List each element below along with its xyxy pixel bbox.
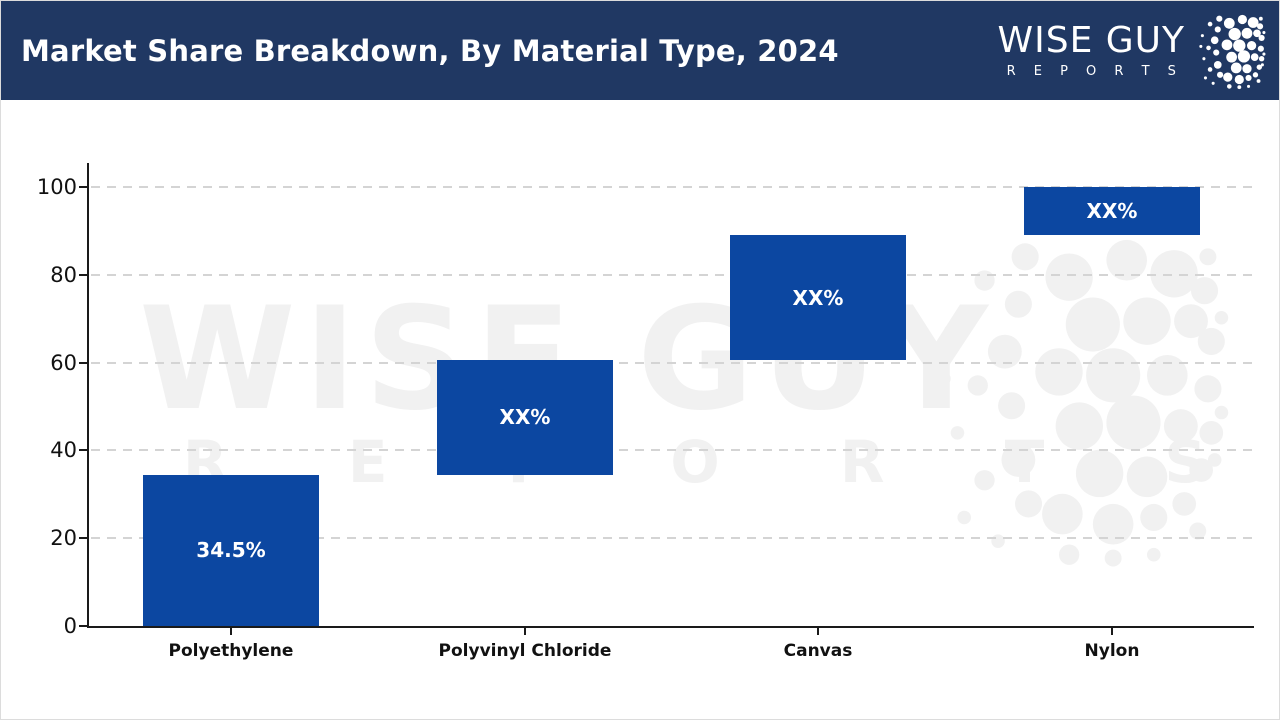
x-tick-mark (524, 628, 526, 635)
x-tick-mark (230, 628, 232, 635)
gridline-80 (91, 273, 1254, 276)
y-tick-label: 100 (36, 175, 77, 199)
bar-nylon: XX% (1024, 187, 1200, 236)
bar-polyvinyl-chloride: XX% (437, 360, 613, 475)
y-tick-label: 80 (50, 262, 77, 287)
x-category-label: Canvas (783, 641, 853, 661)
y-axis-spine (87, 163, 89, 628)
y-tick-mark (79, 186, 87, 188)
x-tick-mark (817, 628, 819, 635)
y-tick-mark (79, 625, 87, 627)
header: Market Share Breakdown, By Material Type… (1, 1, 1279, 100)
brand-dotted-head-icon (1199, 14, 1266, 89)
y-tick-label: 0 (63, 614, 77, 638)
gridline-20 (91, 537, 1254, 540)
y-tick-mark (79, 449, 87, 452)
brand-subtitle: R E P O R T S (1006, 63, 1183, 79)
brand-wordmark: WISE GUY R E P O R T S (997, 19, 1186, 79)
bar-value-label: XX% (499, 405, 551, 430)
bar-value-label: XX% (1086, 199, 1138, 224)
y-tick-label: 20 (50, 526, 77, 551)
y-tick-mark (79, 537, 87, 540)
y-tick-label: 60 (50, 350, 77, 375)
bar-value-label: XX% (792, 285, 844, 310)
bar-canvas: XX% (730, 235, 906, 361)
page-title: Market Share Breakdown, By Material Type… (21, 33, 839, 68)
bar-value-label: 34.5% (196, 538, 266, 563)
x-category-label: Polyvinyl Chloride (438, 641, 612, 661)
y-tick-mark (79, 361, 87, 364)
y-tick-label: 40 (50, 438, 77, 463)
x-category-label: Polyethylene (168, 641, 294, 661)
brand-logo: WISE GUY R E P O R T S (998, 9, 1268, 93)
y-tick-mark (79, 273, 87, 276)
gridline-100 (91, 186, 1254, 188)
brand-name: WISE GUY (997, 19, 1185, 61)
gridline-40 (91, 449, 1254, 452)
x-axis-spine (87, 626, 1254, 628)
x-tick-mark (1111, 628, 1113, 635)
gridline-60 (91, 361, 1254, 364)
x-category-label: Nylon (1084, 641, 1140, 661)
bar-polyethylene: 34.5% (143, 474, 319, 626)
